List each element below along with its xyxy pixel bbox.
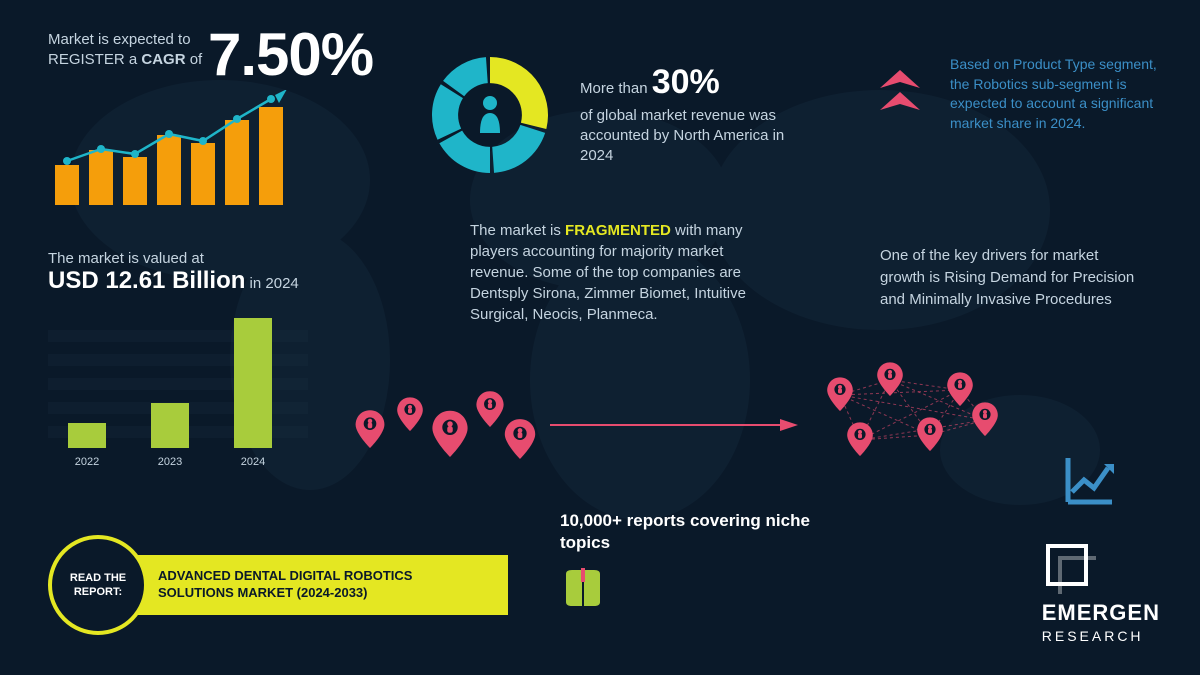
cagr-value: 7.50% [208,20,373,89]
cagr-label: Market is expected to REGISTER a CAGR of [48,30,202,69]
valuation-suffix: in 2024 [245,275,298,292]
donut-percent: 30% [652,63,720,101]
frag-highlight: FRAGMENTED [565,222,671,239]
logo: EMERGEN RESEARCH [1042,540,1160,645]
report-block: READ THE REPORT: ADVANCED DENTAL DIGITAL… [48,535,508,635]
pins-right [810,360,1010,470]
valuation-amount: USD 12.61 Billion [48,267,245,294]
cagr-label-line2-pre: REGISTER a [48,51,141,68]
arrow-icon [550,415,800,435]
reports-text: 10,000+ reports covering niche topics [560,510,820,554]
report-banner-text: ADVANCED DENTAL DIGITAL ROBOTICS SOLUTIO… [158,568,478,602]
pins-left [340,370,540,460]
fragmented-text: The market is FRAGMENTED with many playe… [470,220,780,325]
donut-text-post: of global market revenue was accounted b… [580,107,784,165]
cagr-label-line2-post: of [186,51,203,68]
report-banner: ADVANCED DENTAL DIGITAL ROBOTICS SOLUTIO… [118,555,508,615]
donut-text-pre: More than [580,80,652,97]
growth-icon [1060,450,1120,510]
donut-block [420,45,560,190]
logo-name: EMERGEN [1042,600,1160,625]
report-circle: READ THE REPORT: [48,535,148,635]
donut-chart [420,45,560,185]
logo-text: EMERGEN RESEARCH [1042,603,1160,645]
valuation-block: The market is valued at USD 12.61 Billio… [48,250,299,295]
cagr-block: Market is expected to REGISTER a CAGR of… [48,30,202,69]
green-bar-label: 2022 [57,456,117,468]
green-bar-chart: 202220232024 [48,310,308,450]
donut-text: More than 30% of global market revenue w… [580,60,800,167]
product-type-text: Based on Product Type segment, the Robot… [950,55,1160,133]
green-bar-label: 2023 [140,456,200,468]
cagr-bar-chart [50,90,310,210]
logo-sub: RESEARCH [1042,628,1144,644]
cagr-label-line1: Market is expected to [48,31,191,48]
green-bar-label: 2024 [223,456,283,468]
cagr-label-line2-bold: CAGR [141,51,185,68]
valuation-line1: The market is valued at [48,250,299,267]
driver-text: One of the key drivers for market growth… [880,245,1140,310]
logo-mark-icon [1042,540,1096,594]
chevron-icon [870,60,930,125]
report-circle-text: READ THE REPORT: [52,571,144,600]
frag-pre: The market is [470,222,565,239]
reports-block: 10,000+ reports covering niche topics [560,510,820,617]
book-icon [560,566,606,612]
